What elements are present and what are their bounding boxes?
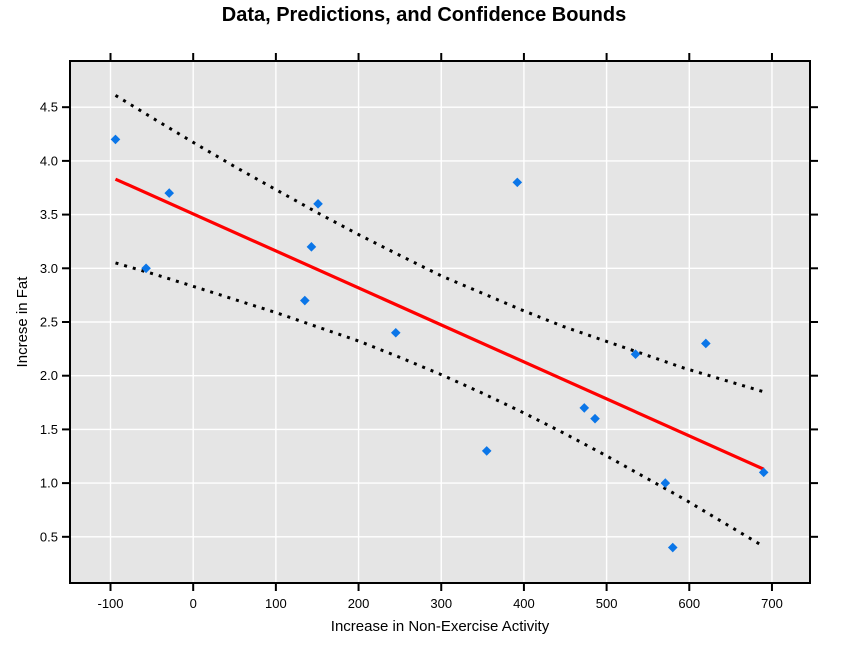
y-tick-label: 2.5 <box>40 315 58 330</box>
x-tick-label: 500 <box>596 596 618 611</box>
x-tick-label: 700 <box>761 596 783 611</box>
data-point <box>306 242 317 252</box>
y-tick-label: 1.0 <box>40 476 58 491</box>
x-tick-label: 200 <box>348 596 370 611</box>
y-tick-label: 2.0 <box>40 368 58 383</box>
x-tick-label: 400 <box>513 596 535 611</box>
panel-border <box>69 60 811 584</box>
data-point <box>660 478 671 488</box>
regression-line <box>114 177 765 471</box>
x-tick-label: 0 <box>190 596 197 611</box>
data-point <box>701 338 711 349</box>
data-point <box>630 349 641 360</box>
y-tick-label: 4.5 <box>40 100 58 115</box>
y-tick-label: 3.5 <box>40 207 58 222</box>
x-tick-label: 300 <box>430 596 452 611</box>
data-point <box>390 327 401 338</box>
data-point <box>758 467 769 478</box>
data-point <box>590 413 600 424</box>
y-tick-label: 3.0 <box>40 261 58 276</box>
upper-confidence-bound <box>114 94 765 394</box>
data-point <box>512 177 523 188</box>
lower-confidence-bound <box>115 261 765 548</box>
data-point <box>579 403 590 413</box>
data-point <box>110 134 121 145</box>
data-point <box>300 295 310 306</box>
y-tick-label: 1.5 <box>40 422 58 437</box>
chart-title: Data, Predictions, and Confidence Bounds <box>221 4 627 26</box>
x-tick-label: 600 <box>678 596 700 611</box>
x-axis-label: Increase in Non-Exercise Activity <box>330 618 550 635</box>
data-point <box>141 263 151 274</box>
data-point <box>164 188 175 198</box>
y-tick-label: 4.0 <box>40 153 58 168</box>
y-tick-label: 0.5 <box>40 529 58 544</box>
data-point <box>313 199 323 209</box>
x-tick-label: -100 <box>97 596 123 611</box>
data-point <box>667 542 678 553</box>
x-tick-label: 100 <box>265 596 287 611</box>
data-point <box>481 446 492 456</box>
y-axis-label: Increse in Fat <box>14 276 31 368</box>
